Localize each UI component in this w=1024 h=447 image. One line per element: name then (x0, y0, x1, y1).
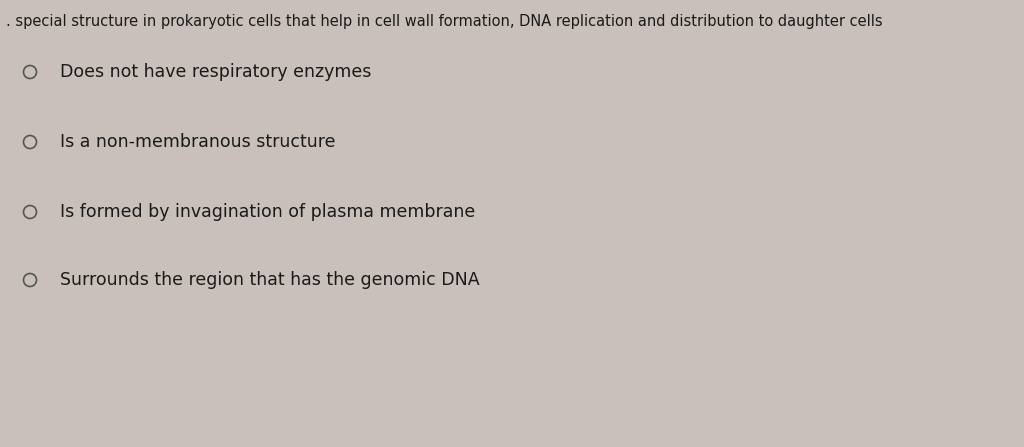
Text: Does not have respiratory enzymes: Does not have respiratory enzymes (60, 63, 372, 81)
Text: Is a non-membranous structure: Is a non-membranous structure (60, 133, 336, 151)
Text: Is formed by invagination of plasma membrane: Is formed by invagination of plasma memb… (60, 203, 475, 221)
Text: . special structure in prokaryotic cells that help in cell wall formation, DNA r: . special structure in prokaryotic cells… (6, 14, 883, 29)
Text: Surrounds the region that has the genomic DNA: Surrounds the region that has the genomi… (60, 271, 479, 289)
